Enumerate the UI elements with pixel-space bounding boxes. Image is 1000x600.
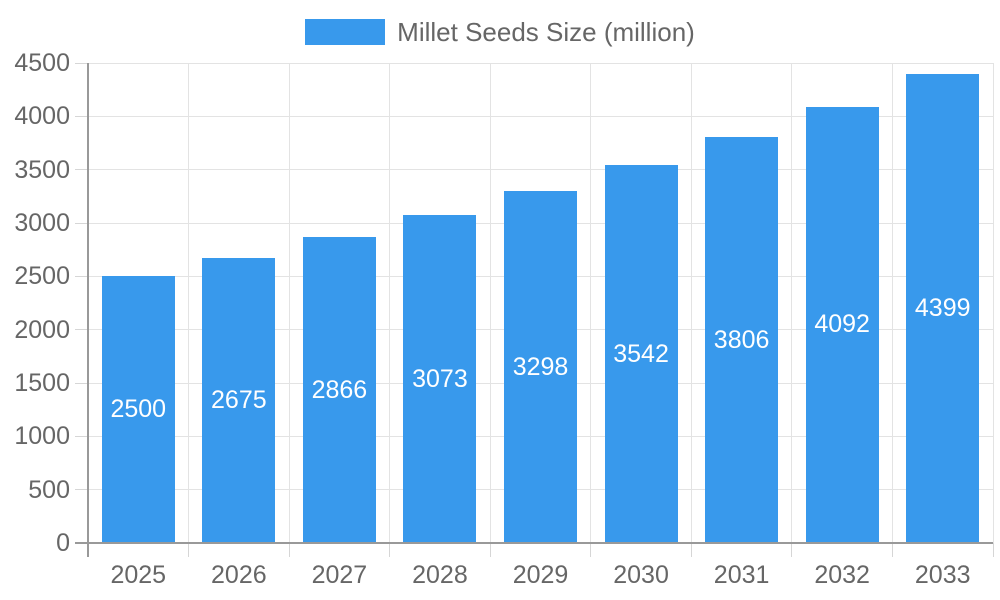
x-axis-tick-label: 2031 <box>713 561 770 589</box>
x-gridline <box>791 63 793 543</box>
x-axis-line <box>75 542 993 544</box>
x-gridline <box>590 63 592 543</box>
bar-value-label: 3806 <box>713 325 770 354</box>
y-gridline <box>88 169 993 171</box>
x-gridline <box>188 63 190 543</box>
x-axis-tick-label: 2030 <box>613 561 669 589</box>
x-axis-tick <box>489 543 491 557</box>
y-axis-tick-label: 1000 <box>14 422 70 451</box>
x-gridline <box>489 63 491 543</box>
x-axis-tick-label: 2025 <box>110 561 167 589</box>
bar-value-label: 2500 <box>110 395 167 424</box>
x-axis-tick <box>389 543 391 557</box>
x-axis-tick <box>590 543 592 557</box>
y-axis-tick-label: 3000 <box>14 209 70 237</box>
y-axis-tick <box>75 435 88 437</box>
y-gridline <box>88 115 993 117</box>
bar-value-label: 2866 <box>311 375 368 404</box>
bar[interactable]: 2866 <box>302 237 376 543</box>
x-gridline <box>288 63 290 543</box>
bar-value-label: 2675 <box>211 385 267 414</box>
x-axis-tick <box>992 543 994 557</box>
bar[interactable]: 3806 <box>705 137 779 543</box>
x-gridline <box>992 63 994 543</box>
x-axis-tick-label: 2029 <box>512 561 569 589</box>
y-axis-tick <box>75 382 88 384</box>
legend-swatch-icon <box>305 19 386 45</box>
y-axis-tick-label: 500 <box>28 475 70 504</box>
y-axis-tick <box>75 275 88 277</box>
y-gridline <box>88 62 993 64</box>
bar[interactable]: 4399 <box>906 73 980 543</box>
y-axis-tick <box>75 115 88 117</box>
x-axis-tick <box>791 543 793 557</box>
y-axis-tick-label: 4000 <box>14 102 70 131</box>
x-axis-tick-label: 2028 <box>412 561 468 589</box>
x-gridline <box>690 63 692 543</box>
x-axis-tick-label: 2027 <box>311 561 368 589</box>
y-axis-tick <box>75 489 88 491</box>
x-axis-tick <box>690 543 692 557</box>
y-axis-tick-label: 3500 <box>14 155 70 184</box>
bar-value-label: 3298 <box>512 352 569 381</box>
bar[interactable]: 2500 <box>101 276 175 543</box>
bar[interactable]: 3542 <box>604 165 678 543</box>
y-axis-tick <box>75 329 88 331</box>
bar-value-label: 4092 <box>814 310 870 339</box>
y-axis-tick <box>75 222 88 224</box>
y-axis-tick <box>75 62 88 64</box>
x-axis-tick-label: 2033 <box>914 561 971 589</box>
y-axis-tick-label: 2000 <box>14 315 70 344</box>
bar-value-label: 3073 <box>412 364 468 393</box>
x-axis-tick <box>891 543 893 557</box>
bar-value-label: 3542 <box>613 339 669 368</box>
y-axis-line <box>87 63 89 557</box>
x-axis-tick <box>188 543 190 557</box>
bar[interactable]: 3298 <box>504 191 577 543</box>
bar-value-label: 4399 <box>914 293 971 322</box>
y-axis-tick-label: 4500 <box>14 49 70 77</box>
bar[interactable]: 4092 <box>805 106 879 543</box>
legend-label: Millet Seeds Size (million) <box>397 16 695 47</box>
y-axis-tick-label: 1500 <box>14 369 70 397</box>
legend[interactable]: Millet Seeds Size (million) <box>0 14 1000 50</box>
x-gridline <box>389 63 391 543</box>
x-axis-tick-label: 2026 <box>211 561 267 589</box>
y-axis-tick-label: 0 <box>56 529 70 557</box>
y-axis-tick <box>75 169 88 171</box>
bar[interactable]: 3073 <box>403 215 477 543</box>
bar[interactable]: 2675 <box>202 257 276 543</box>
x-gridline <box>891 63 893 543</box>
y-axis-tick-label: 2500 <box>14 262 70 291</box>
x-axis-tick <box>288 543 290 557</box>
x-axis-tick-label: 2032 <box>814 561 870 589</box>
